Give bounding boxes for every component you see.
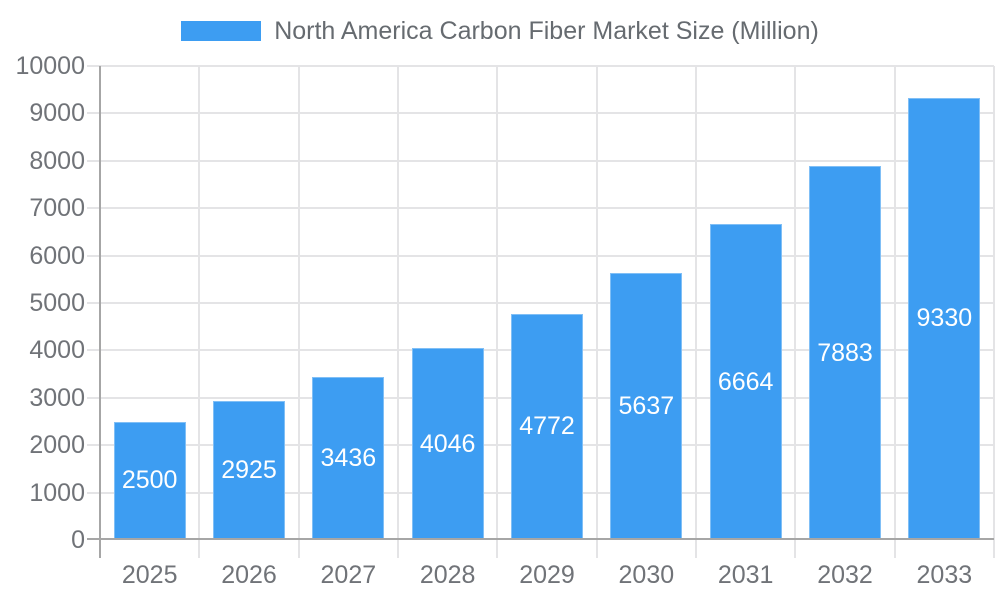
bar-value-label: 6664 [717,367,774,396]
x-gridline [893,66,896,558]
bar-2031[interactable]: 6664 [709,224,782,540]
x-axis-label: 2029 [519,561,575,589]
bar-value-label: 3436 [320,444,377,473]
bar-value-label: 4046 [419,429,476,458]
bar-2030[interactable]: 5637 [610,272,683,540]
bar-2026[interactable]: 2925 [213,401,285,540]
y-gridline [87,65,994,67]
y-axis-label: 6000 [29,241,85,270]
legend[interactable]: North America Carbon Fiber Market Size (… [0,17,1000,45]
x-gridline [595,66,598,558]
x-gridline [993,66,995,558]
y-axis-label: 0 [71,526,85,554]
bar-value-label: 4772 [519,412,575,441]
bar-value-label: 7883 [817,338,873,367]
y-axis-label: 7000 [29,194,85,223]
bar-2025[interactable]: 2500 [113,421,186,540]
bar-2029[interactable]: 4772 [511,313,583,540]
y-gridline [87,254,994,257]
y-axis-label: 1000 [29,478,85,507]
x-axis-line [87,538,994,540]
bar-2032[interactable]: 7883 [809,166,881,540]
x-gridline [198,66,201,558]
x-gridline [297,66,300,558]
legend-label: North America Carbon Fiber Market Size (… [274,16,819,45]
y-gridline [87,207,994,210]
y-axis-label: 2000 [29,431,85,460]
legend-swatch-icon [181,21,262,41]
y-axis-label: 4000 [29,336,85,365]
x-axis-label: 2026 [221,561,277,589]
x-gridline [397,66,399,558]
y-gridline [87,159,994,162]
bar-2033[interactable]: 9330 [908,97,981,540]
y-axis-label: 3000 [29,383,85,412]
y-gridline [87,112,994,115]
y-axis-label: 9000 [29,99,85,128]
x-axis-label: 2031 [717,561,774,589]
x-axis-label: 2028 [419,561,476,589]
x-axis-label: 2032 [817,561,873,589]
y-axis-line [99,66,101,558]
x-axis-label: 2030 [618,561,675,589]
x-gridline [496,66,499,558]
x-axis-label: 2025 [121,561,178,589]
bar-2027[interactable]: 3436 [312,377,385,540]
y-axis-label: 10000 [15,52,85,80]
bar-value-label: 2925 [221,456,277,485]
bar-value-label: 5637 [618,391,675,420]
plot-area: 0 1000 2000 3000 4000 5000 6000 7000 8000 9000 100… [15,52,995,589]
x-gridline [794,66,797,558]
bar-value-label: 2500 [121,466,178,495]
x-axis-label: 2027 [320,561,377,589]
y-gridline [87,302,994,304]
bar-value-label: 9330 [916,304,973,333]
x-gridline [695,66,697,558]
x-axis-label: 2033 [916,561,973,589]
y-axis-label: 5000 [29,289,85,317]
bar-2028[interactable]: 4046 [411,348,484,540]
y-axis-label: 8000 [29,146,85,175]
